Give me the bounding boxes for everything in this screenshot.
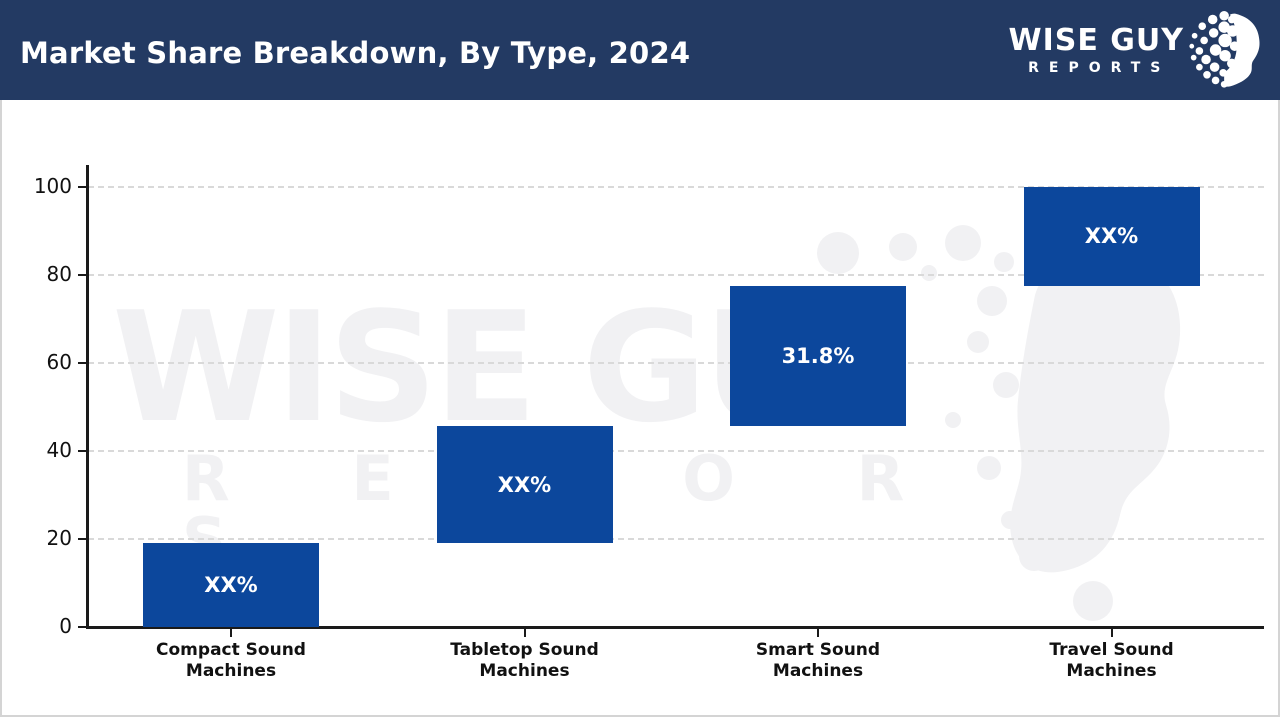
x-category-label: Travel Sound Machines	[1049, 640, 1174, 682]
frame-line-right	[1278, 100, 1280, 717]
page-title: Market Share Breakdown, By Type, 2024	[20, 36, 691, 70]
grid-line	[88, 273, 1264, 276]
bar-segment: 31.8%	[730, 286, 906, 427]
y-tick-label: 40	[46, 437, 72, 462]
y-tick-label: 0	[59, 614, 72, 638]
x-tick-mark	[523, 627, 526, 637]
header-bar: Market Share Breakdown, By Type, 2024 WI…	[0, 0, 1280, 100]
logo-wiseguy-label: WISE GUY	[1008, 22, 1184, 58]
x-category-label: Compact Sound Machines	[156, 640, 306, 682]
bar-segment: XX%	[436, 426, 613, 544]
y-axis-line	[86, 165, 89, 627]
bar-value-label: XX%	[497, 472, 552, 497]
grid-line	[88, 361, 1264, 364]
y-tick-label: 80	[46, 261, 72, 286]
x-axis-line	[86, 625, 1264, 629]
wise-guy-reports-logo: WISE GUY REPORTS	[1008, 8, 1268, 92]
y-tick-mark	[78, 273, 88, 276]
frame-line-bottom	[0, 715, 1280, 717]
x-category-label: Smart Sound Machines	[755, 640, 881, 682]
logo-text: WISE GUY REPORTS	[1008, 22, 1184, 76]
y-tick-label: 20	[46, 525, 72, 550]
y-tick-mark	[78, 185, 88, 188]
bar-value-label: XX%	[1084, 224, 1139, 249]
y-tick-mark	[78, 449, 88, 452]
bar-value-label: 31.8%	[781, 344, 855, 369]
bar-value-label: XX%	[204, 573, 258, 598]
bar-segment: XX%	[143, 543, 319, 627]
x-tick-mark	[817, 627, 819, 637]
grid-line	[88, 449, 1264, 452]
logo-reports-label: REPORTS	[1028, 59, 1171, 76]
bar-segment: XX%	[1023, 186, 1200, 287]
x-category-label: Tabletop Sound Machines	[450, 640, 599, 682]
logo-head-icon	[1189, 10, 1260, 88]
y-tick-label: 100	[33, 173, 72, 198]
grid-line	[88, 537, 1264, 540]
x-tick-mark	[230, 627, 232, 637]
watermark-text-reports: R E P O R T S	[182, 442, 1119, 577]
y-tick-mark	[78, 537, 88, 540]
y-tick-mark	[78, 626, 88, 628]
x-tick-mark	[1110, 627, 1113, 637]
y-tick-label: 60	[46, 349, 72, 374]
y-tick-mark	[78, 361, 88, 364]
frame-line-left	[0, 100, 2, 717]
watermark-text-wiseguy: WISE GU	[112, 279, 827, 456]
grid-line	[88, 185, 1264, 188]
